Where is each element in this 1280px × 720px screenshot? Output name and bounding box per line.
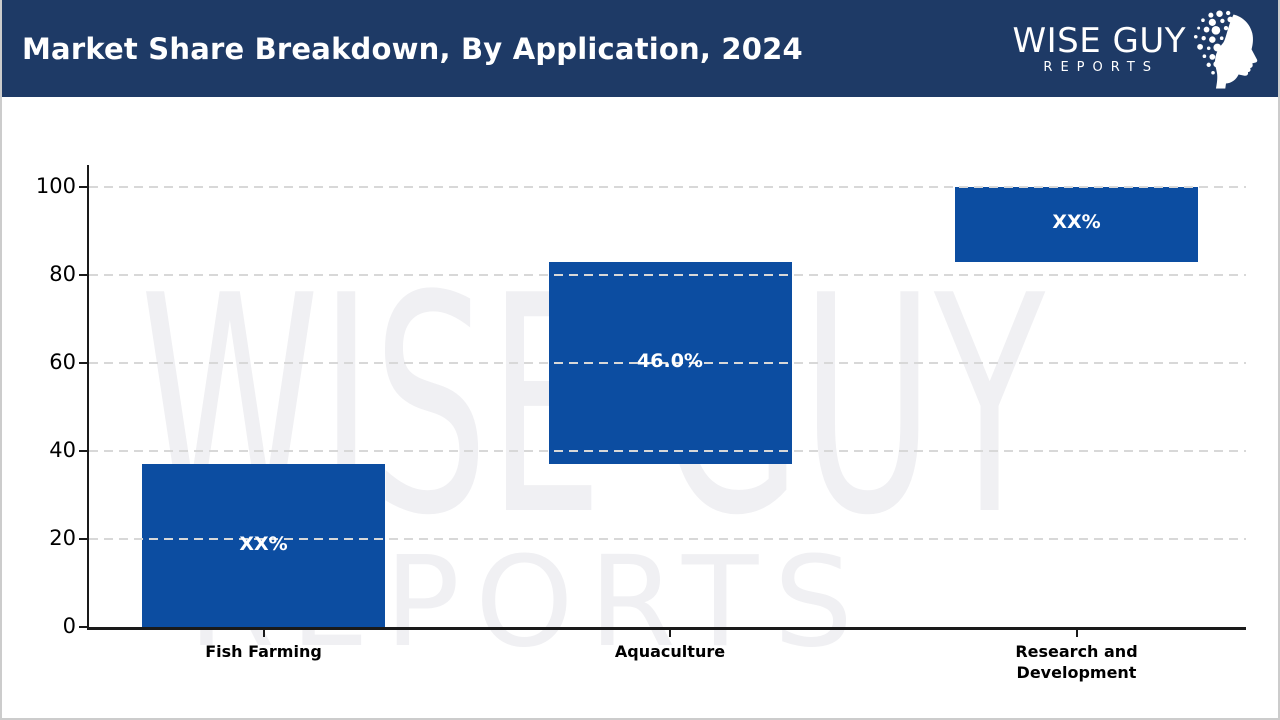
x-category-label: Aquaculture [614, 642, 726, 661]
y-tick [79, 274, 88, 276]
bar-fish-farming [142, 464, 385, 627]
y-tick [79, 186, 88, 188]
gridline [89, 538, 1246, 540]
bar-research-and-development [955, 187, 1198, 262]
dotted-head-profile-icon [1190, 9, 1262, 89]
header-bar: Market Share Breakdown, By Application, … [0, 0, 1280, 97]
page-title: Market Share Breakdown, By Application, … [22, 31, 803, 66]
x-tick [669, 630, 671, 637]
bar-value-label: XX% [1052, 211, 1101, 234]
y-tick [79, 362, 88, 364]
x-category-label: Research and Development [1015, 642, 1138, 682]
brand-subtitle: REPORTS [1043, 59, 1160, 75]
y-tick [79, 626, 88, 628]
gridline [89, 362, 1246, 364]
y-tick [79, 450, 88, 452]
y-axis-line [87, 165, 89, 629]
y-tick-label: 100 [35, 174, 76, 198]
y-tick-label: 40 [49, 438, 76, 462]
y-tick-label: 60 [49, 350, 76, 374]
bar-value-label: XX% [239, 532, 288, 555]
x-category-label: Fish Farming [205, 642, 322, 661]
y-tick [79, 538, 88, 540]
y-tick-label: 80 [49, 262, 76, 286]
gridline [89, 186, 1246, 188]
x-tick [262, 630, 265, 637]
x-tick [1075, 630, 1078, 637]
y-tick-label: 20 [49, 526, 76, 550]
gridline [89, 450, 1246, 452]
y-tick-label: 0 [62, 614, 76, 638]
bar-value-label: 46.0% [637, 350, 703, 372]
x-axis-line [87, 627, 1246, 630]
brand-wordmark: WISE GUY REPORTS [1012, 23, 1186, 75]
brand-logo: WISE GUY REPORTS [1012, 9, 1262, 89]
brand-name: WISE GUY [1012, 20, 1186, 61]
gridline [89, 274, 1246, 276]
